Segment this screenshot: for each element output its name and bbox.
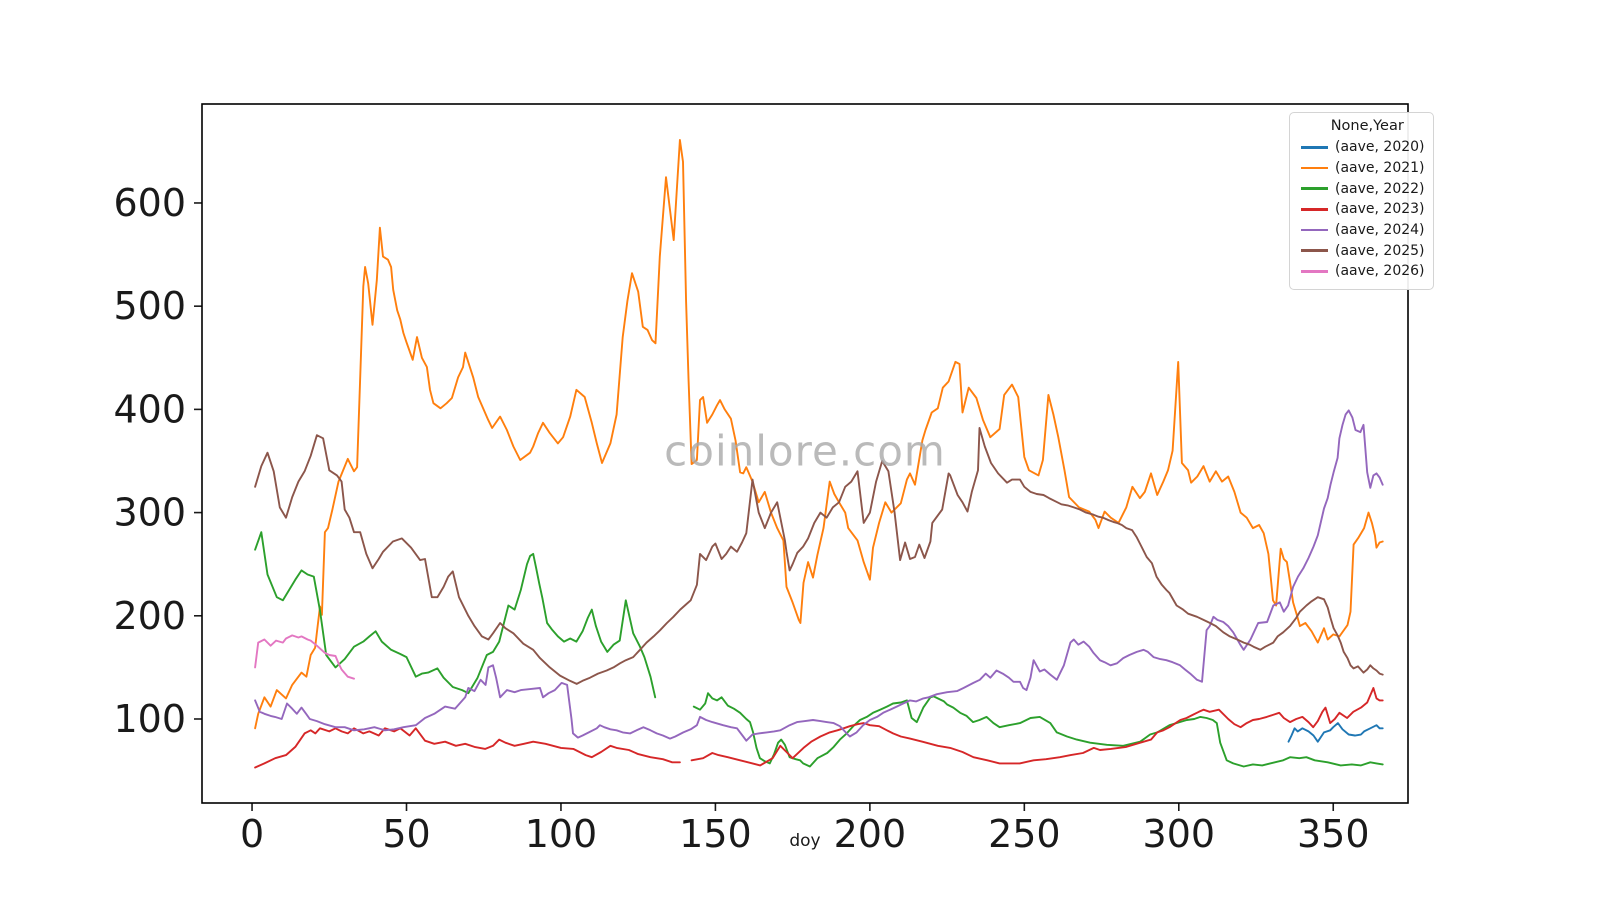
x-axis-label: doy <box>789 831 821 851</box>
x-tick-label: 300 <box>1143 812 1216 856</box>
series-line-2022 <box>692 692 1384 768</box>
x-tick-label: 100 <box>525 812 598 856</box>
x-tick-label: 150 <box>679 812 752 856</box>
legend-entry-label: (aave, 2024) <box>1335 222 1425 239</box>
series-line-2023 <box>690 687 1384 767</box>
legend-line-swatch <box>1301 187 1328 191</box>
legend-entry: (aave, 2022) <box>1296 178 1425 199</box>
legend-box: None,Year (aave, 2020) (aave, 2021) (aave,… <box>1289 112 1434 290</box>
series-line-2021 <box>254 139 1384 730</box>
y-tick-label: 300 <box>113 491 186 535</box>
legend-line-swatch <box>1301 208 1328 211</box>
legend-entry: (aave, 2023) <box>1296 199 1425 220</box>
series-line-2024 <box>254 409 1384 742</box>
legend-entry-label: (aave, 2021) <box>1335 160 1425 177</box>
legend-entry: (aave, 2025) <box>1296 240 1425 261</box>
legend-entry: (aave, 2020) <box>1296 137 1425 158</box>
legend-entry-label: (aave, 2022) <box>1335 180 1425 197</box>
series-line-2023 <box>254 727 681 769</box>
series-line-2022 <box>254 531 657 699</box>
legend-line-swatch <box>1301 228 1328 232</box>
y-tick-label: 200 <box>113 594 186 638</box>
x-tick-label: 250 <box>988 812 1061 856</box>
legend-entry-label: (aave, 2020) <box>1335 139 1425 156</box>
series-line-2026 <box>254 634 355 680</box>
legend-title: None,Year <box>1330 118 1404 134</box>
legend-entry-label: (aave, 2023) <box>1335 201 1425 218</box>
legend-entry-label: (aave, 2025) <box>1335 242 1425 259</box>
legend-entry: (aave, 2026) <box>1296 261 1425 282</box>
x-tick-label: 200 <box>834 812 907 856</box>
series-line-2020 <box>1287 722 1384 743</box>
y-tick-label: 500 <box>113 284 186 328</box>
legend-line-swatch <box>1301 270 1328 273</box>
x-tick-label: 0 <box>240 812 264 856</box>
x-tick-label: 350 <box>1297 812 1370 856</box>
legend-line-swatch <box>1301 146 1328 149</box>
legend-line-swatch <box>1301 249 1328 253</box>
legend-entry: (aave, 2024) <box>1296 220 1425 241</box>
x-tick-label: 50 <box>382 812 430 856</box>
legend-entry: (aave, 2021) <box>1296 158 1425 179</box>
y-tick-label: 100 <box>113 697 186 741</box>
series-line-2025 <box>254 427 1384 685</box>
plot-border <box>201 103 1409 804</box>
legend-line-swatch <box>1301 166 1328 170</box>
legend-entry-label: (aave, 2026) <box>1335 263 1425 280</box>
y-tick-label: 600 <box>113 181 186 225</box>
y-tick-label: 400 <box>113 387 186 431</box>
legend-entries: (aave, 2020) (aave, 2021) (aave, 2022) (aav… <box>1296 137 1425 282</box>
